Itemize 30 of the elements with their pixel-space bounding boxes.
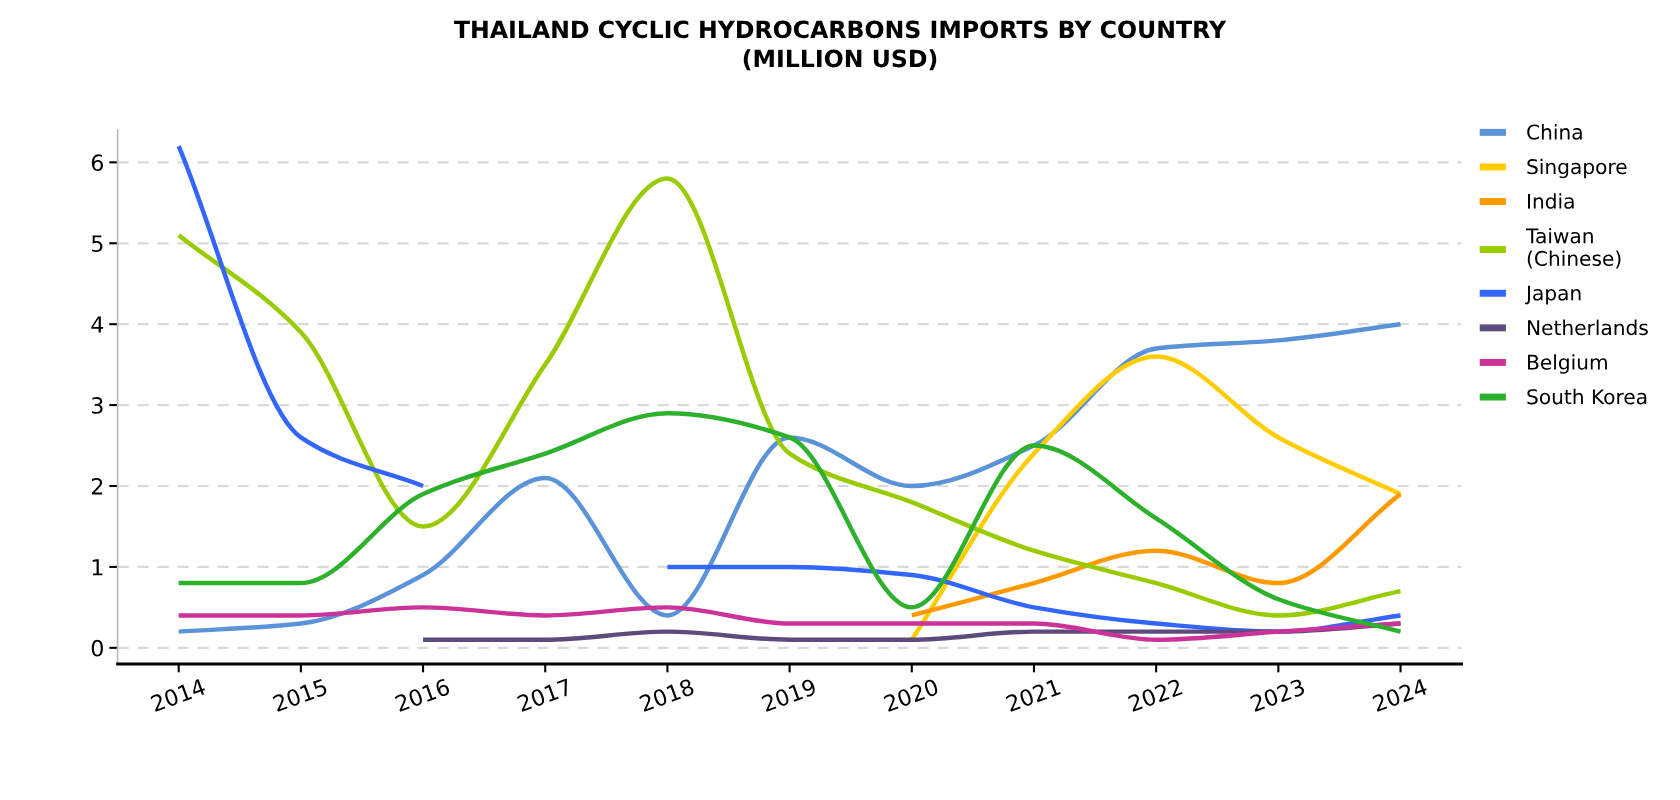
x-tick-label: 2016 bbox=[394, 678, 451, 713]
legend-label: China bbox=[1527, 124, 1582, 140]
x-tick-label: 2021 bbox=[1005, 678, 1061, 713]
line-series bbox=[909, 491, 1403, 618]
x-tick-label: 2018 bbox=[638, 678, 695, 713]
legend-label: Singapore bbox=[1527, 158, 1627, 179]
y-tick-label: 6 bbox=[91, 154, 104, 172]
legend-label: South Korea bbox=[1527, 388, 1647, 405]
x-tick-label: 2014 bbox=[150, 677, 207, 713]
chart-title: THAILAND CYCLIC HYDROCARBONS IMPORTS BY COUNTRY (MILLION USD) bbox=[454, 20, 1227, 71]
y-tick-label: 5 bbox=[91, 235, 103, 253]
legend-label: Japan bbox=[1525, 285, 1581, 305]
legend-label: Belgium bbox=[1528, 354, 1607, 374]
x-tick-label: 2020 bbox=[883, 678, 940, 713]
line-series bbox=[176, 410, 1403, 634]
y-tick-label: 4 bbox=[91, 316, 104, 333]
x-tick-label: 2015 bbox=[272, 678, 328, 713]
legend-label: India bbox=[1528, 193, 1574, 209]
y-tick-label: 2 bbox=[91, 477, 103, 495]
y-tick-label: 3 bbox=[91, 397, 103, 414]
y-tick-label: 1 bbox=[92, 559, 103, 576]
y-tick-label: 0 bbox=[91, 639, 103, 657]
legend-label: Taiwan (Chinese) bbox=[1525, 227, 1621, 269]
x-tick-label: 2022 bbox=[1127, 678, 1183, 713]
legend-label: Netherlands bbox=[1528, 319, 1648, 336]
x-tick-label: 2024 bbox=[1371, 677, 1429, 713]
x-tick-label: 2019 bbox=[761, 678, 817, 713]
x-tick-label: 2017 bbox=[516, 678, 573, 713]
x-tick-label: 2023 bbox=[1249, 678, 1306, 713]
line-series bbox=[176, 605, 1403, 642]
